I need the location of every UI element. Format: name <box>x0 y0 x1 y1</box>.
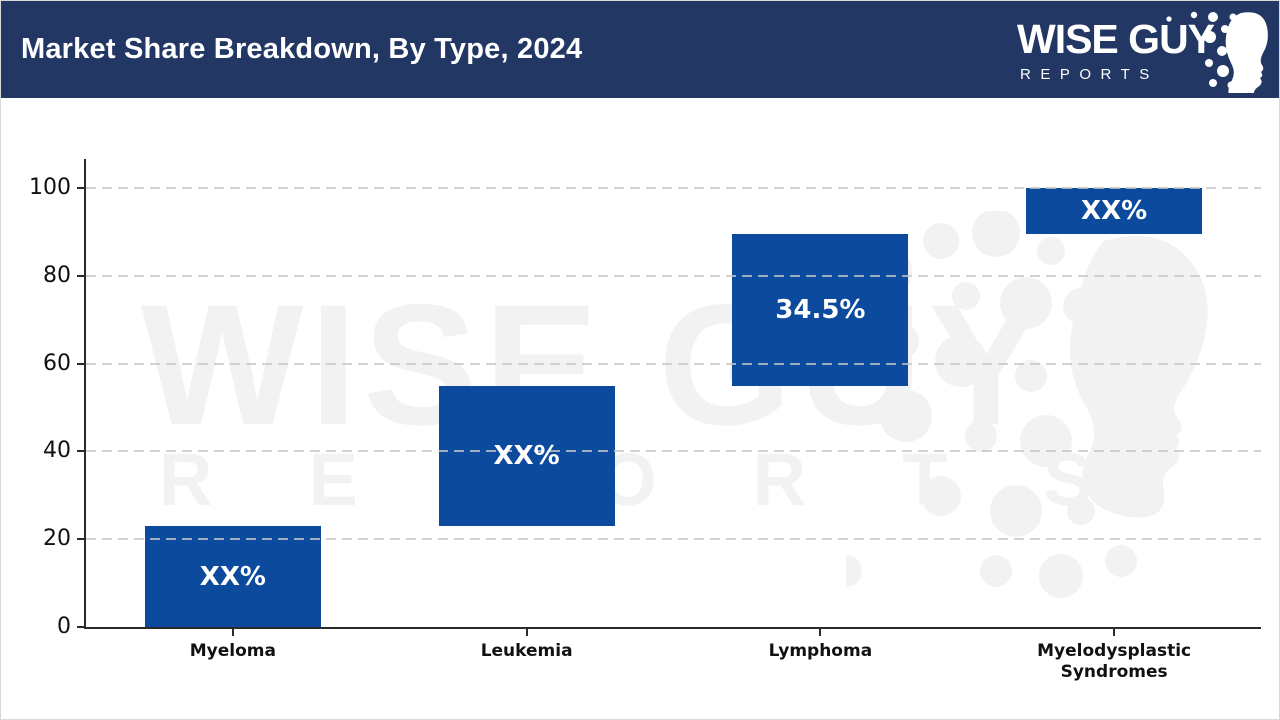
ytick-mark-0 <box>77 626 86 628</box>
bar-value-label-myeloma: XX% <box>199 561 266 592</box>
xtick-label-lymphoma: Lymphoma <box>768 641 873 661</box>
ytick-mark-100 <box>77 187 86 189</box>
xtick-label-leukemia: Leukemia <box>480 641 573 661</box>
x-axis-line <box>84 627 1261 629</box>
bar-lymphoma <box>732 234 909 386</box>
gridline-60 <box>86 362 1261 365</box>
header-banner: Market Share Breakdown, By Type, 2024 WI… <box>1 1 1279 98</box>
watermark-head-logo <box>846 211 1208 598</box>
wise-guy-reports-logo: WISE GUY REPORTS <box>1017 11 1268 93</box>
xtick-mark-myelodysplastic-syndromes <box>1113 627 1116 636</box>
xtick-mark-lymphoma <box>819 627 822 636</box>
ytick-label-0: 0 <box>57 614 71 639</box>
chart-title: Market Share Breakdown, By Type, 2024 <box>21 33 583 65</box>
xtick-label-myelodysplastic-syndromes: Myelodysplastic Syndromes <box>1037 641 1192 682</box>
gridline-20 <box>86 538 1261 541</box>
xtick-mark-leukemia <box>525 627 528 636</box>
ytick-label-20: 20 <box>43 526 71 552</box>
xtick-mark-myeloma <box>231 627 234 636</box>
bar-value-label-leukemia: XX% <box>493 440 560 471</box>
ytick-label-100: 100 <box>29 175 71 200</box>
y-axis-line <box>84 159 86 629</box>
ytick-label-80: 80 <box>43 262 71 288</box>
ytick-label-60: 60 <box>43 350 71 376</box>
gridline-40 <box>86 450 1261 453</box>
bar-myelodysplastic-syndromes <box>1026 188 1203 235</box>
svg-text:REPORTS: REPORTS <box>1020 66 1159 83</box>
bar-myeloma <box>144 526 321 627</box>
ytick-mark-40 <box>77 450 86 453</box>
bar-value-label-lymphoma: 34.5% <box>775 294 866 325</box>
bar-value-label-myelodysplastic-syndromes: XX% <box>1081 196 1148 227</box>
ytick-mark-80 <box>77 274 86 277</box>
ytick-mark-20 <box>77 538 86 541</box>
xtick-label-myeloma: Myeloma <box>189 641 276 661</box>
gridline-100 <box>86 187 1261 189</box>
svg-text:WISE GUY: WISE GUY <box>1017 16 1215 62</box>
ytick-label-40: 40 <box>43 438 71 464</box>
gridline-80 <box>86 274 1261 277</box>
bar-leukemia <box>438 385 615 527</box>
ytick-mark-60 <box>77 362 86 365</box>
